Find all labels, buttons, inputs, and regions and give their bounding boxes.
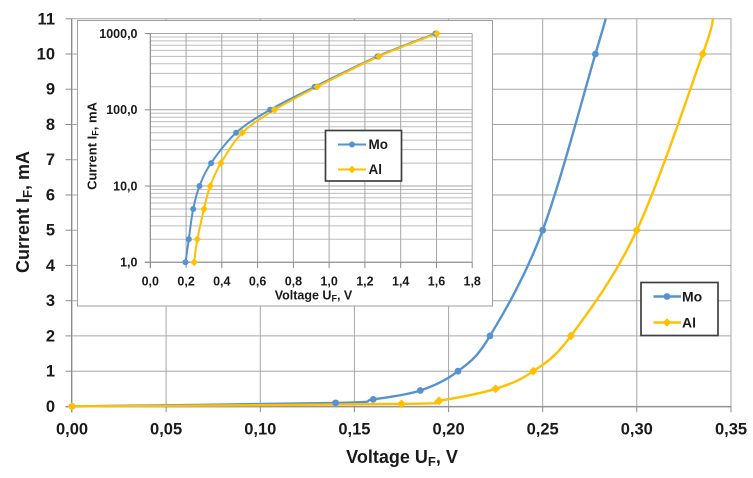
svg-text:Al: Al (682, 315, 696, 331)
svg-text:1,6: 1,6 (428, 275, 445, 289)
svg-text:3: 3 (46, 292, 55, 310)
svg-text:1,2: 1,2 (356, 275, 373, 289)
svg-text:Mo: Mo (682, 289, 702, 305)
svg-text:5: 5 (46, 222, 55, 240)
svg-text:0,25: 0,25 (527, 421, 559, 439)
svg-text:0: 0 (46, 398, 55, 416)
svg-text:10: 10 (37, 46, 55, 64)
svg-text:0,6: 0,6 (249, 275, 266, 289)
svg-text:2: 2 (46, 327, 55, 345)
svg-text:0,8: 0,8 (285, 275, 302, 289)
svg-text:0,05: 0,05 (150, 421, 182, 439)
svg-text:1,0: 1,0 (320, 275, 337, 289)
svg-text:1,0: 1,0 (120, 256, 137, 270)
svg-text:Current IF, mA: Current IF, mA (13, 151, 35, 273)
svg-text:1000,0: 1000,0 (99, 27, 137, 41)
svg-text:0,10: 0,10 (244, 421, 276, 439)
svg-text:11: 11 (38, 10, 55, 28)
svg-text:Current IF, mA: Current IF, mA (85, 101, 101, 189)
svg-text:7: 7 (46, 151, 55, 169)
svg-text:1,8: 1,8 (464, 275, 481, 289)
svg-text:0,2: 0,2 (177, 275, 194, 289)
svg-text:100,0: 100,0 (106, 103, 137, 117)
svg-text:6: 6 (46, 187, 55, 205)
svg-text:0,35: 0,35 (715, 421, 747, 439)
svg-text:Voltage UF, V: Voltage UF, V (346, 447, 458, 469)
svg-text:0,0: 0,0 (142, 275, 159, 289)
svg-text:Al: Al (369, 162, 383, 177)
svg-text:8: 8 (46, 116, 55, 134)
svg-text:0,30: 0,30 (621, 421, 653, 439)
svg-text:4: 4 (46, 257, 56, 275)
svg-text:0,15: 0,15 (338, 421, 370, 439)
svg-text:1,4: 1,4 (392, 275, 409, 289)
svg-text:0,20: 0,20 (433, 421, 465, 439)
svg-text:0,4: 0,4 (213, 275, 230, 289)
svg-text:9: 9 (46, 81, 55, 99)
svg-text:0,00: 0,00 (56, 421, 88, 439)
svg-text:10,0: 10,0 (113, 179, 137, 193)
svg-text:Mo: Mo (369, 137, 389, 152)
svg-text:1: 1 (46, 363, 55, 381)
svg-text:Voltage UF, V: Voltage UF, V (275, 289, 353, 304)
